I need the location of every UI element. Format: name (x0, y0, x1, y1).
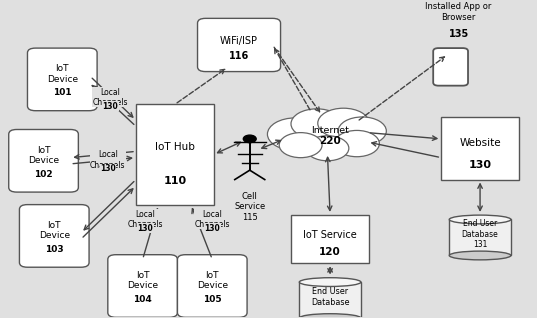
Text: IoT
Device: IoT Device (39, 221, 70, 240)
Text: 130: 130 (100, 164, 115, 173)
Circle shape (318, 108, 369, 138)
Bar (136, 104, 214, 204)
Circle shape (335, 130, 379, 157)
Text: 130: 130 (205, 224, 220, 232)
Bar (441, 117, 519, 180)
Ellipse shape (299, 314, 361, 318)
Text: Local
Channels: Local Channels (194, 210, 230, 229)
Text: Website: Website (459, 138, 501, 148)
Circle shape (306, 136, 349, 161)
Text: End User
Database
131: End User Database 131 (462, 219, 498, 249)
Circle shape (243, 135, 256, 143)
Text: 110: 110 (163, 176, 186, 186)
FancyBboxPatch shape (108, 255, 177, 317)
Text: 103: 103 (45, 245, 63, 254)
Text: 220: 220 (319, 136, 341, 146)
Text: IoT
Device: IoT Device (28, 146, 59, 165)
FancyBboxPatch shape (433, 48, 468, 86)
Ellipse shape (449, 215, 511, 224)
Bar (449, 219, 511, 255)
Text: Internet: Internet (311, 126, 349, 135)
Text: Local
Channels: Local Channels (128, 210, 163, 229)
Circle shape (291, 109, 343, 139)
Text: Local
Channels: Local Channels (93, 87, 128, 107)
Circle shape (279, 133, 322, 158)
Text: Local
Channels: Local Channels (90, 150, 126, 169)
Ellipse shape (299, 278, 361, 287)
FancyBboxPatch shape (9, 129, 78, 192)
FancyBboxPatch shape (177, 255, 247, 317)
FancyBboxPatch shape (19, 204, 89, 267)
Text: End User
Database: End User Database (311, 287, 350, 307)
Text: 105: 105 (203, 295, 222, 304)
Circle shape (338, 117, 386, 145)
Text: 102: 102 (34, 169, 53, 179)
Text: 116: 116 (229, 51, 249, 61)
Text: Cell
Service
115: Cell Service 115 (234, 192, 265, 222)
Text: 130: 130 (469, 160, 491, 169)
Bar (299, 282, 361, 318)
FancyBboxPatch shape (27, 48, 97, 111)
Text: 104: 104 (133, 295, 152, 304)
Text: Installed App or
Browser: Installed App or Browser (425, 3, 492, 22)
Text: 101: 101 (53, 88, 71, 97)
Circle shape (267, 118, 323, 150)
Text: 120: 120 (319, 247, 341, 257)
FancyBboxPatch shape (198, 18, 280, 72)
Ellipse shape (449, 251, 511, 260)
Text: IoT Hub: IoT Hub (155, 142, 195, 151)
Text: IoT
Device: IoT Device (197, 271, 228, 290)
Text: IoT
Device: IoT Device (47, 64, 78, 84)
Text: IoT Service: IoT Service (303, 230, 357, 240)
Text: WiFi/ISP: WiFi/ISP (220, 36, 258, 45)
Text: IoT
Device: IoT Device (127, 271, 158, 290)
Text: 135: 135 (448, 29, 469, 39)
Text: 130: 130 (137, 224, 153, 232)
Bar (291, 215, 369, 263)
Text: 130: 130 (103, 101, 118, 111)
